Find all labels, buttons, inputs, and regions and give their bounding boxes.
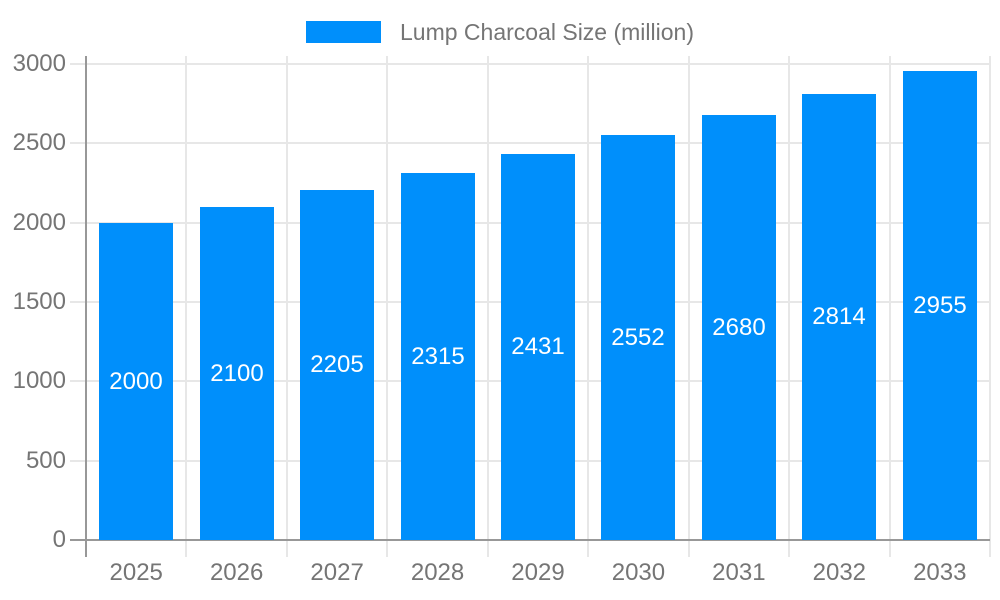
x-gridline — [788, 56, 791, 557]
x-gridline — [888, 56, 891, 557]
bar-2031: 2680 — [702, 115, 776, 540]
legend-item[interactable]: Lump Charcoal Size (million) — [0, 19, 1000, 45]
y-gridline — [70, 142, 990, 145]
x-axis-label: 2029 — [511, 559, 565, 586]
bar-2028: 2315 — [401, 173, 475, 540]
x-axis-label: 2027 — [310, 559, 364, 586]
x-axis-label: 2025 — [109, 559, 163, 586]
y-axis-label: 2500 — [12, 129, 66, 157]
x-gridline — [185, 56, 188, 557]
bar-value-label: 2205 — [310, 351, 364, 378]
x-gridline — [386, 56, 389, 557]
bar-2027: 2205 — [300, 190, 374, 540]
y-axis-line — [85, 56, 87, 557]
bar-value-label: 2955 — [913, 291, 967, 319]
bar-2030: 2552 — [601, 135, 675, 540]
bar-value-label: 2552 — [611, 323, 665, 351]
bar-value-label: 2431 — [511, 333, 565, 360]
bar-value-label: 2315 — [411, 342, 465, 370]
x-gridline — [285, 56, 288, 557]
y-axis-label: 1000 — [12, 367, 66, 395]
bar-2032: 2814 — [802, 94, 876, 540]
bar-value-label: 2814 — [812, 303, 866, 330]
y-axis-label: 1500 — [12, 288, 66, 315]
x-axis-label: 2032 — [812, 559, 867, 586]
y-axis-label: 3000 — [12, 50, 66, 77]
x-axis-label: 2031 — [712, 559, 766, 586]
x-gridline — [687, 56, 690, 557]
x-gridline — [486, 56, 489, 557]
bar-value-label: 2000 — [109, 367, 163, 395]
y-axis-label: 500 — [25, 446, 66, 474]
x-axis-label: 2026 — [209, 559, 264, 586]
x-axis-label: 2028 — [410, 559, 465, 586]
x-gridline — [989, 56, 991, 557]
y-axis-label: 0 — [52, 526, 66, 553]
bar-value-label: 2680 — [712, 313, 766, 341]
y-gridline — [70, 63, 990, 65]
x-axis-label: 2030 — [611, 559, 666, 586]
x-gridline — [587, 56, 590, 557]
bar-2029: 2431 — [501, 154, 575, 540]
x-axis-label: 2033 — [913, 559, 967, 586]
bar-value-label: 2100 — [210, 359, 264, 387]
x-axis-line — [70, 539, 990, 541]
y-axis-label: 2000 — [12, 208, 66, 236]
legend-label: Lump Charcoal Size (million) — [400, 19, 694, 45]
legend-swatch — [306, 21, 381, 43]
bar-2025: 2000 — [99, 223, 173, 540]
bar-2026: 2100 — [200, 207, 274, 540]
bar-2033: 2955 — [903, 71, 977, 540]
